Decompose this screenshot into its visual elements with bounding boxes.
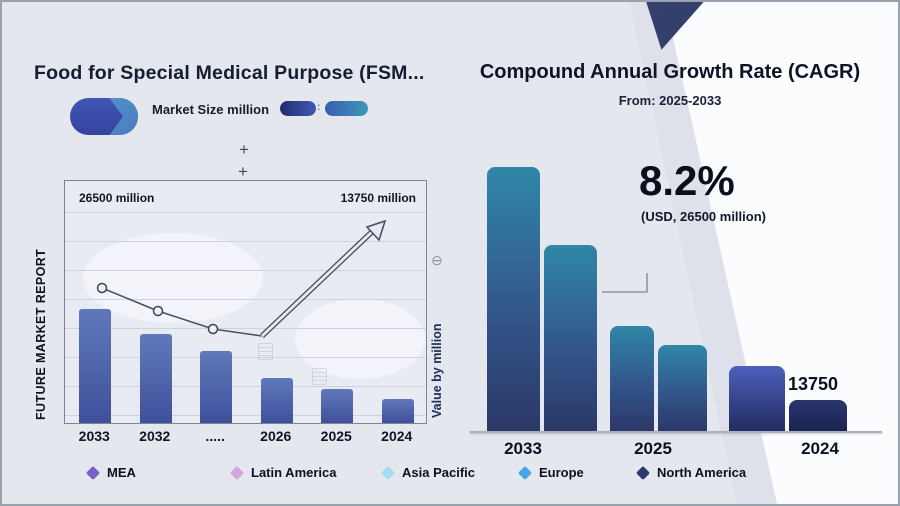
ratio-pill-dark-icon bbox=[280, 101, 316, 116]
x-label-2025: 2025 bbox=[320, 428, 352, 444]
bar-2026 bbox=[260, 378, 293, 423]
bar-2025 bbox=[321, 389, 354, 423]
left-chart-plot-area: 26500 million 13750 million bbox=[64, 180, 427, 424]
x-label-2033: 2033 bbox=[504, 439, 542, 458]
cagr-bar-2025-2 bbox=[658, 345, 707, 432]
x-label-2024: 2024 bbox=[801, 439, 839, 458]
market-size-label: Market Size million bbox=[152, 102, 270, 117]
cagr-bar-2025-1 bbox=[610, 326, 654, 432]
legend-item-europe: Europe bbox=[517, 465, 584, 480]
cagr-bar-2033-1 bbox=[487, 167, 540, 432]
legend-diamond-icon bbox=[85, 465, 101, 480]
bar-2033 bbox=[79, 309, 112, 423]
right-title: Compound Annual Growth Rate (CAGR) bbox=[479, 61, 861, 83]
x-label-2026: 2026 bbox=[260, 428, 292, 444]
side-watermark-label: FUTURE MARKET REPORT bbox=[34, 248, 48, 420]
legend-label: Latin America bbox=[251, 465, 337, 480]
x-label-2032: 2032 bbox=[139, 428, 171, 444]
watermark-doc-icon bbox=[258, 343, 273, 360]
legend-diamond-icon bbox=[229, 465, 245, 480]
legend-label: North America bbox=[657, 465, 747, 480]
x-label-2024: 2024 bbox=[381, 428, 413, 444]
x-label-.....: ..... bbox=[205, 428, 225, 444]
left-chart-annotation-26500: 26500 million bbox=[79, 191, 155, 205]
legend-label: MEA bbox=[107, 465, 136, 480]
bar-2032 bbox=[139, 334, 172, 423]
cagr-bar-2033-2 bbox=[544, 245, 597, 432]
bar-2024 bbox=[381, 399, 414, 423]
watermark-doc-icon bbox=[312, 368, 327, 385]
left-chart-annotation-13750: 13750 million bbox=[340, 191, 416, 205]
legend-item-north-america: North America bbox=[635, 465, 747, 480]
x-label-2025: 2025 bbox=[634, 439, 672, 458]
legend: MEA Latin America Asia Pacific Europe North … bbox=[2, 465, 898, 489]
left-chart-bars bbox=[65, 181, 426, 423]
left-chart-x-labels: 2033 2032..... 2026 2025 2024 bbox=[64, 428, 427, 448]
bar-..... bbox=[200, 351, 233, 423]
legend-item-latin-america: Latin America bbox=[229, 465, 337, 480]
market-size-pill-icon bbox=[70, 98, 138, 135]
legend-item-asia-pacific: Asia Pacific bbox=[380, 465, 475, 480]
cagr-detail: (USD, 26500 million) bbox=[641, 209, 766, 224]
legend-label: Europe bbox=[539, 465, 584, 480]
value-axis-label: Value by million bbox=[430, 323, 444, 418]
legend-diamond-icon bbox=[380, 465, 396, 480]
cagr-value: 8.2% bbox=[639, 157, 735, 204]
ratio-pill-teal-icon bbox=[325, 101, 368, 116]
legend-item-mea: MEA bbox=[85, 465, 136, 480]
right-chart-axis-line bbox=[470, 431, 882, 433]
legend-diamond-icon bbox=[635, 465, 651, 480]
left-title: Food for Special Medical Purpose (FSM... bbox=[34, 62, 425, 84]
plus-icon: + bbox=[239, 140, 249, 159]
x-label-2033: 2033 bbox=[78, 428, 110, 444]
ratio-separator: : bbox=[317, 102, 321, 113]
circle-minus-icon: ⊖ bbox=[431, 252, 443, 268]
pill-chevron-highlight bbox=[109, 98, 138, 135]
step-bracket-line bbox=[602, 273, 648, 293]
bar-annotation-13750: 13750 bbox=[788, 374, 839, 394]
legend-diamond-icon bbox=[517, 465, 533, 480]
plus-icon: + bbox=[238, 162, 248, 181]
legend-label: Asia Pacific bbox=[402, 465, 475, 480]
right-subtitle: From: 2025-2033 bbox=[618, 93, 722, 108]
